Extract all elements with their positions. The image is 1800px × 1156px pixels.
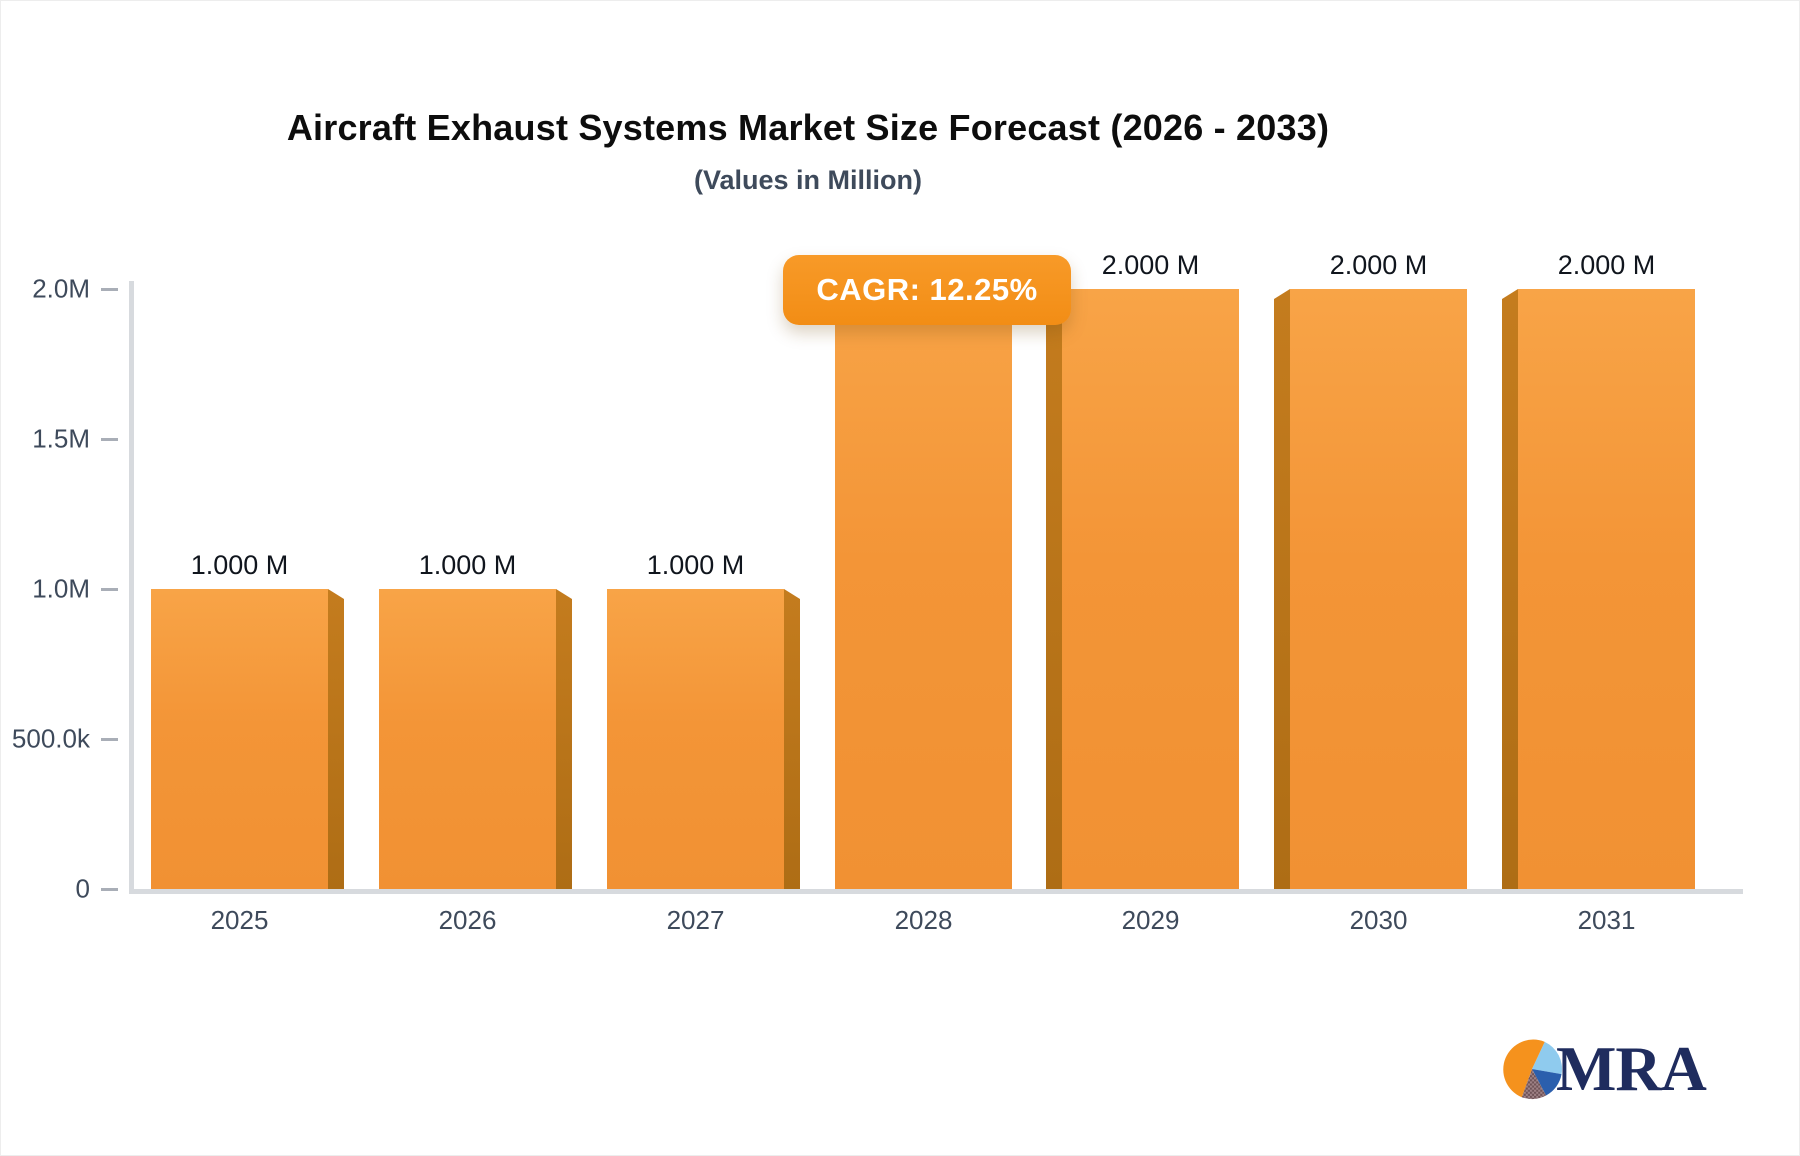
y-tick-dash bbox=[101, 737, 118, 741]
x-axis-label: 2025 bbox=[210, 905, 269, 935]
bar-value-label: 2.000 M bbox=[1329, 250, 1428, 280]
y-tick-dash bbox=[101, 287, 118, 291]
bar-value-label: 1.000 M bbox=[646, 550, 745, 580]
bar-group-2030: 2.000 M 2030 bbox=[1274, 250, 1502, 935]
x-axis-label: 2029 bbox=[1121, 905, 1180, 935]
bar-3d-side bbox=[556, 589, 572, 889]
mra-pie-icon bbox=[1503, 1039, 1563, 1099]
bar-2027 bbox=[607, 589, 784, 889]
cagr-badge: CAGR: 12.25% bbox=[783, 255, 1071, 325]
y-tick-dash bbox=[101, 437, 118, 441]
chart-subtitle: (Values in Million) bbox=[693, 165, 923, 195]
bar-group-2031: 2.000 M 2031 bbox=[1502, 250, 1730, 935]
y-tick-label: 1.5M bbox=[32, 423, 90, 454]
bar-value-label: 1.000 M bbox=[418, 550, 517, 580]
bar-2031 bbox=[1518, 289, 1695, 889]
bar-group-2029: 2.000 M 2029 bbox=[1046, 250, 1274, 935]
y-axis-line bbox=[129, 281, 134, 889]
bar-2025 bbox=[151, 589, 328, 889]
x-axis-label: 2027 bbox=[666, 905, 725, 935]
bar-value-label: 2.000 M bbox=[1557, 250, 1656, 280]
page-title: Aircraft Exhaust Systems Market Size For… bbox=[286, 107, 1330, 148]
bar-3d-side bbox=[784, 589, 800, 889]
bar-group-2026: 1.000 M 2026 bbox=[362, 289, 590, 935]
x-axis-line bbox=[129, 889, 1743, 894]
bar-2029 bbox=[1062, 289, 1239, 889]
mra-logo: MRA bbox=[1501, 1033, 1707, 1104]
y-tick-label: 1.0M bbox=[32, 573, 90, 604]
bar-3d-side bbox=[1274, 289, 1290, 889]
cagr-badge-label: CAGR: 12.25% bbox=[816, 272, 1038, 307]
bar-2026 bbox=[379, 589, 556, 889]
bar-2030 bbox=[1290, 289, 1467, 889]
bar-3d-side bbox=[328, 589, 344, 889]
x-axis-label: 2026 bbox=[438, 905, 497, 935]
x-axis-label: 2030 bbox=[1349, 905, 1408, 935]
x-axis-label: 2031 bbox=[1577, 905, 1636, 935]
mra-logo-text: MRA bbox=[1556, 1033, 1707, 1104]
plot-area: 0 500.0k 1.0M 1.5M 2.0M 1.000 M 2025 1.000 M 20… bbox=[12, 250, 1746, 935]
y-tick-label: 2.0M bbox=[32, 273, 90, 304]
y-tick-label: 0 bbox=[75, 873, 90, 904]
bar-3d-side bbox=[1502, 289, 1518, 889]
y-tick-dash bbox=[101, 887, 118, 891]
bar-group-2027: 1.000 M 2027 bbox=[590, 289, 818, 935]
y-tick-dash bbox=[101, 587, 118, 591]
bar-3d-side bbox=[1046, 289, 1062, 889]
bar-2028 bbox=[835, 289, 1012, 889]
bar-value-label: 2.000 M bbox=[1101, 250, 1200, 280]
bar-value-label: 1.000 M bbox=[190, 550, 289, 580]
bar-group-2028: 2028 bbox=[818, 289, 1046, 935]
x-axis-label: 2028 bbox=[894, 905, 953, 935]
chart-header: Aircraft Exhaust Systems Market Size For… bbox=[1, 107, 1615, 196]
bar-group-2025: 1.000 M 2025 bbox=[134, 289, 362, 935]
y-tick-label: 500.0k bbox=[11, 723, 90, 754]
